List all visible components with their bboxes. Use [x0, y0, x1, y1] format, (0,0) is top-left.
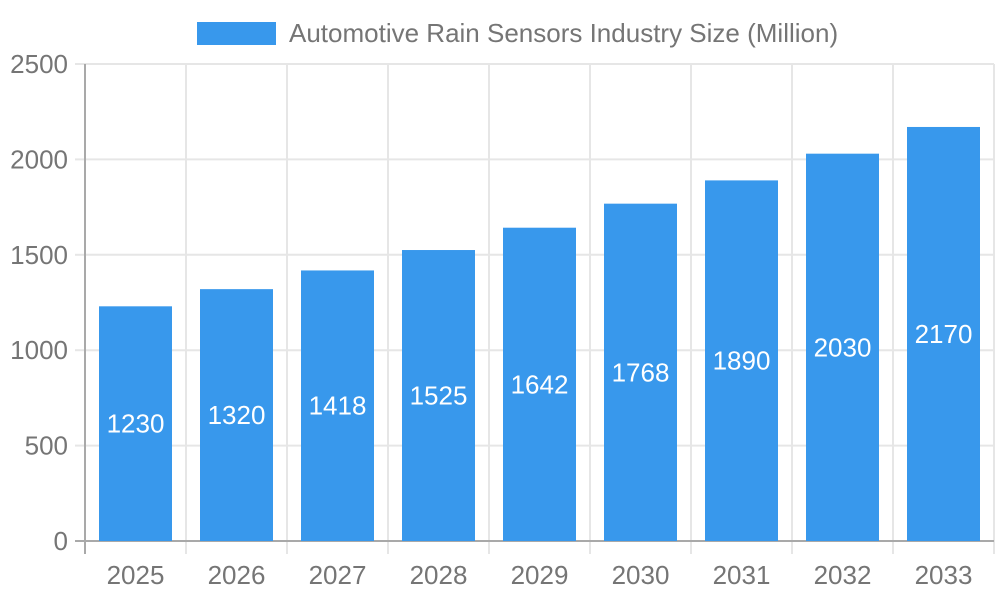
- x-tick-label: 2026: [208, 560, 266, 590]
- chart-legend-item[interactable]: Automotive Rain Sensors Industry Size (M…: [197, 20, 838, 46]
- x-tick-label: 2032: [814, 560, 872, 590]
- x-tick-label: 2030: [612, 560, 670, 590]
- y-tick-label: 1500: [10, 240, 68, 270]
- x-tick-label: 2031: [713, 560, 771, 590]
- bar-2032[interactable]: [806, 153, 879, 541]
- bar-value-label: 2170: [915, 319, 973, 349]
- bar-value-label: 1230: [107, 409, 165, 439]
- x-tick-label: 2028: [410, 560, 468, 590]
- bar-value-label: 1320: [208, 400, 266, 430]
- x-tick-label: 2025: [107, 560, 165, 590]
- bar-value-label: 1418: [309, 391, 367, 421]
- bar-2027[interactable]: [301, 270, 374, 541]
- bar-2030[interactable]: [604, 203, 677, 542]
- bar-2025[interactable]: [99, 306, 172, 541]
- x-tick-label: 2029: [511, 560, 569, 590]
- bar-value-label: 1768: [612, 357, 670, 387]
- bar-2028[interactable]: [402, 250, 475, 541]
- bar-value-label: 1642: [511, 369, 569, 399]
- y-tick-label: 1000: [10, 335, 68, 365]
- legend-swatch-icon: [197, 21, 276, 45]
- x-tick-label: 2027: [309, 560, 367, 590]
- y-tick-label: 2000: [10, 144, 68, 174]
- bar-2033[interactable]: [907, 126, 980, 542]
- y-tick-label: 500: [25, 431, 68, 461]
- bar-2029[interactable]: [503, 227, 576, 541]
- bar-2031[interactable]: [705, 180, 778, 541]
- x-tick-label: 2033: [915, 560, 973, 590]
- bar-2026[interactable]: [200, 289, 273, 541]
- bar-value-label: 2030: [814, 332, 872, 362]
- legend-label: Automotive Rain Sensors Industry Size (M…: [289, 18, 839, 48]
- y-tick-label: 2500: [10, 49, 68, 79]
- bar-value-label: 1890: [713, 346, 771, 376]
- bar-value-label: 1525: [410, 381, 468, 411]
- y-tick-label: 0: [54, 526, 68, 556]
